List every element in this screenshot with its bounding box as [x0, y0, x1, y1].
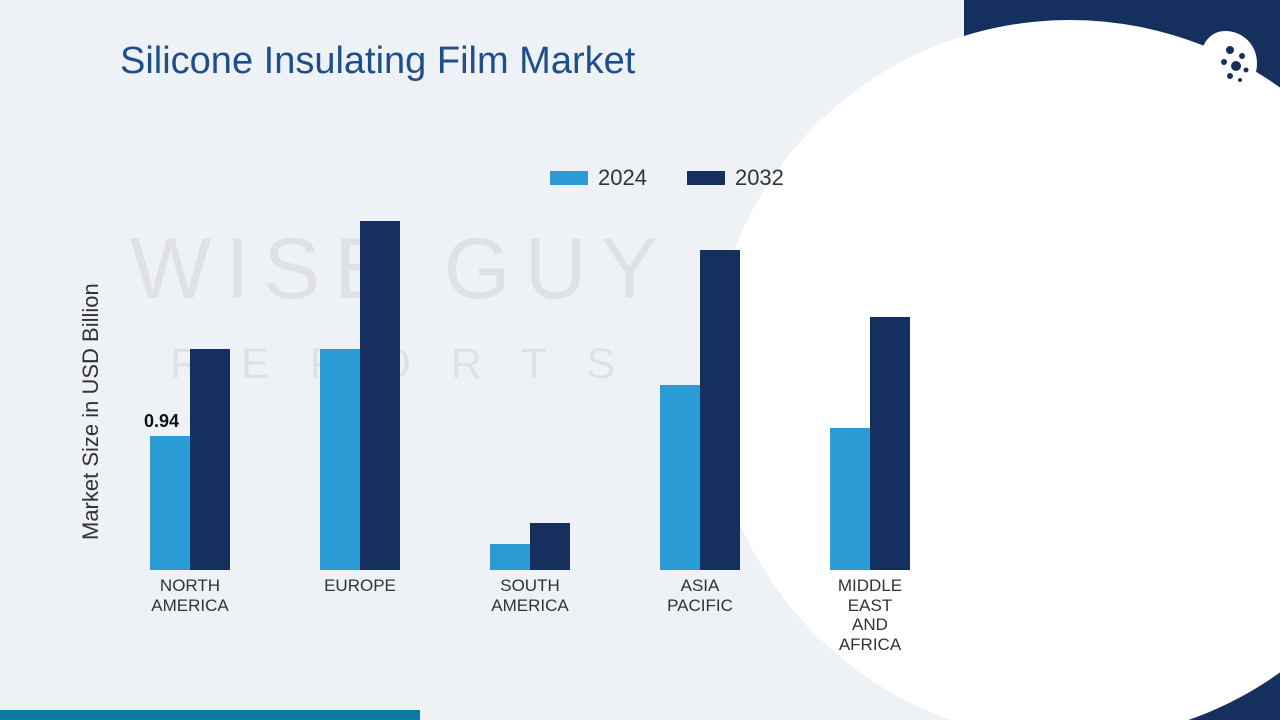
bar-chart: 0.94NORTHAMERICA EUROPE SOUTHAMERICA ASIAPA… [120, 200, 940, 570]
bar [830, 428, 870, 570]
bar-group: SOUTHAMERICA [490, 200, 570, 570]
bar [870, 317, 910, 570]
chart-title: Silicone Insulating Film Market [120, 40, 635, 83]
legend-label: 2024 [598, 165, 647, 191]
bar [700, 250, 740, 570]
logo-line1: WISE GUY [980, 34, 1187, 71]
y-axis-label: Market Size in USD Billion [78, 283, 104, 540]
bar [150, 436, 190, 570]
logo-line2: R E P O R T S [980, 67, 1187, 85]
bar-value-label: 0.94 [144, 411, 179, 432]
footer-accent [0, 710, 420, 720]
bar-group: EUROPE [320, 200, 400, 570]
legend-swatch [687, 171, 725, 185]
bar-group: ASIAPACIFIC [660, 200, 740, 570]
category-label: EUROPE [290, 570, 430, 596]
bar [490, 544, 530, 570]
category-label: NORTHAMERICA [120, 570, 260, 615]
bar-group: 0.94NORTHAMERICA [150, 200, 230, 570]
bar [320, 349, 360, 570]
bar [360, 221, 400, 570]
logo-head-icon [1180, 26, 1270, 116]
bar [190, 349, 230, 570]
bar [660, 385, 700, 570]
bar-group: MIDDLEEASTANDAFRICA [830, 200, 910, 570]
category-label: MIDDLEEASTANDAFRICA [800, 570, 940, 654]
legend-item: 2024 [550, 165, 647, 191]
brand-logo: WISE GUYR E P O R T S [980, 34, 1187, 85]
legend: 2024 2032 [550, 165, 784, 191]
category-label: ASIAPACIFIC [630, 570, 770, 615]
legend-label: 2032 [735, 165, 784, 191]
category-label: SOUTHAMERICA [460, 570, 600, 615]
legend-item: 2032 [687, 165, 784, 191]
bar [530, 523, 570, 570]
legend-swatch [550, 171, 588, 185]
